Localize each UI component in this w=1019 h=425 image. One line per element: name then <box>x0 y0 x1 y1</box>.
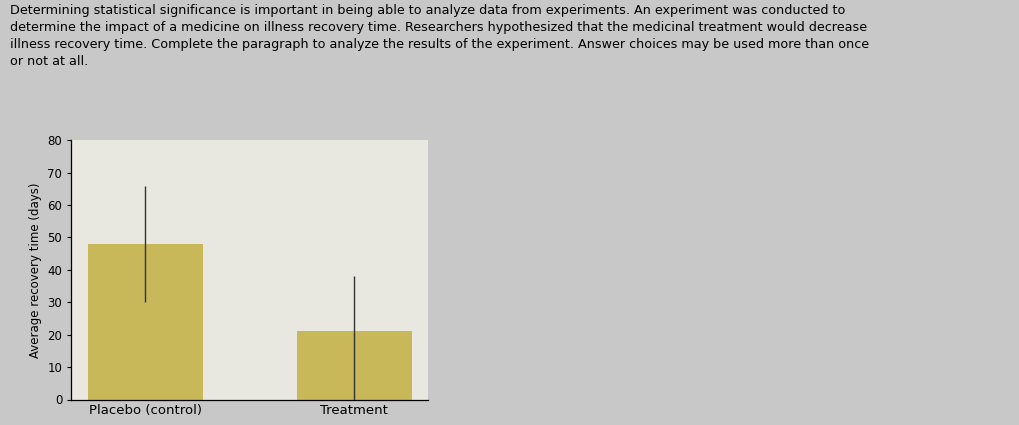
Text: Determining statistical significance is important in being able to analyze data : Determining statistical significance is … <box>10 4 869 68</box>
Bar <box>297 332 412 400</box>
Y-axis label: Average recovery time (days): Average recovery time (days) <box>29 182 42 357</box>
Bar <box>88 244 203 400</box>
